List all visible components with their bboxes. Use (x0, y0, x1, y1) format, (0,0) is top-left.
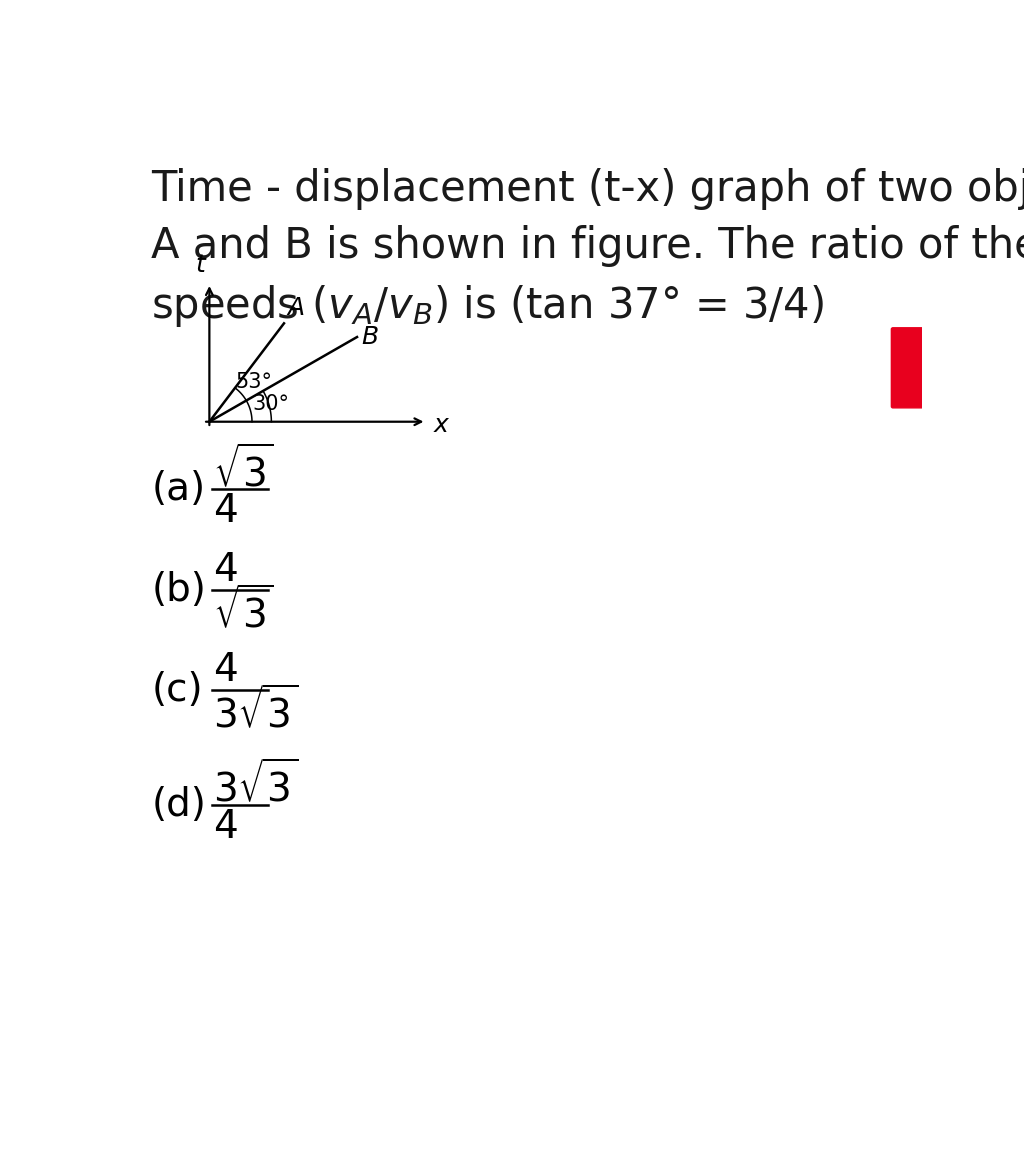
Text: (d): (d) (152, 786, 206, 824)
Text: (c): (c) (152, 671, 203, 709)
Text: A and B is shown in figure. The ratio of their: A and B is shown in figure. The ratio of… (152, 225, 1024, 267)
Text: $t$: $t$ (196, 253, 208, 277)
Text: 53°: 53° (234, 372, 272, 392)
Text: (b): (b) (152, 571, 206, 609)
Text: B: B (361, 325, 379, 349)
Text: $4$: $4$ (213, 492, 238, 530)
Text: Time - displacement (t-x) graph of two objects: Time - displacement (t-x) graph of two o… (152, 167, 1024, 210)
Text: $3\sqrt{3}$: $3\sqrt{3}$ (213, 687, 299, 736)
Text: $3\sqrt{3}$: $3\sqrt{3}$ (213, 761, 299, 809)
Text: $4$: $4$ (213, 808, 238, 846)
Text: $\sqrt{3}$: $\sqrt{3}$ (213, 445, 274, 493)
Text: $x$: $x$ (432, 413, 451, 437)
Text: $4$: $4$ (213, 551, 238, 588)
Text: A: A (287, 296, 304, 321)
Text: (a): (a) (152, 470, 206, 508)
Text: speeds $(v_A/v_B)$ is (tan 37° = 3/4): speeds $(v_A/v_B)$ is (tan 37° = 3/4) (152, 284, 824, 329)
Text: $4$: $4$ (213, 650, 238, 688)
FancyBboxPatch shape (891, 327, 924, 408)
Text: $\sqrt{3}$: $\sqrt{3}$ (213, 587, 274, 635)
Text: 30°: 30° (253, 394, 290, 414)
